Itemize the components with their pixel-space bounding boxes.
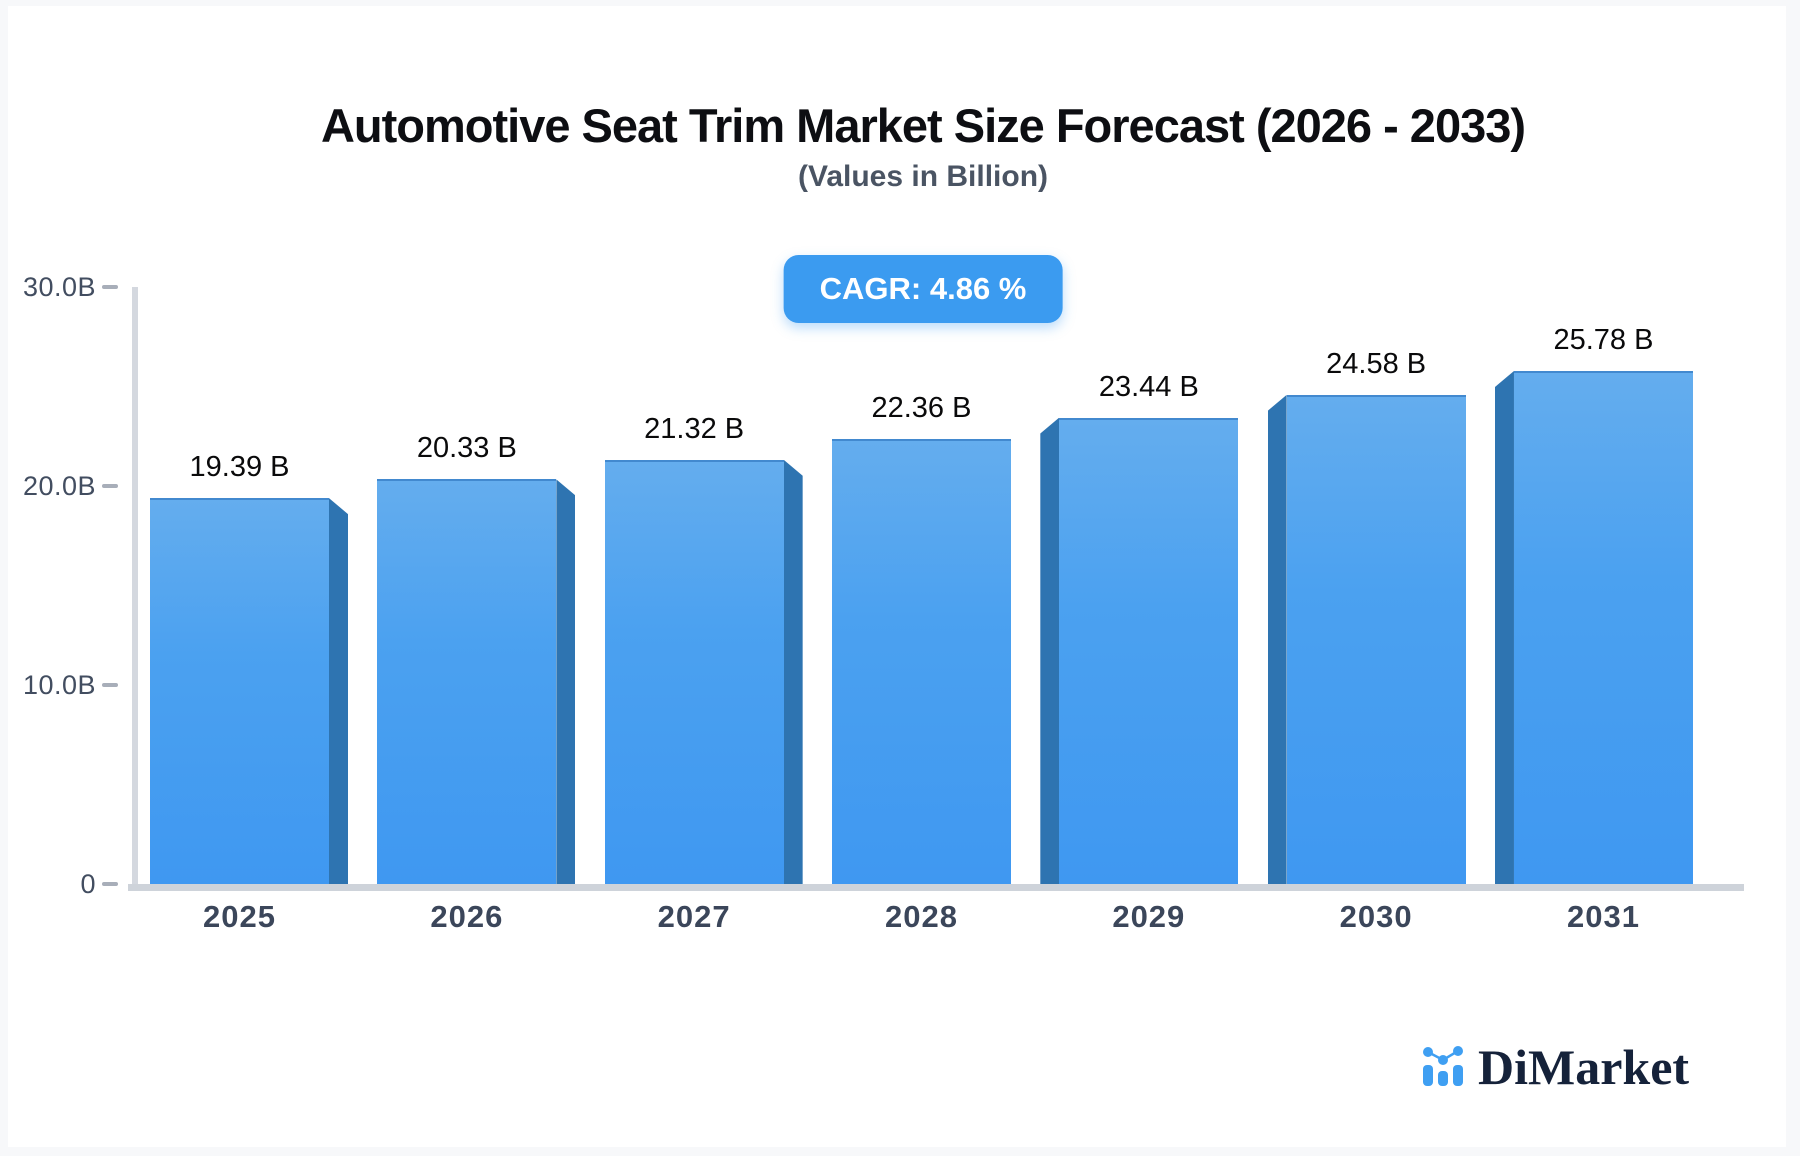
bar-value-label: 23.44 B bbox=[1098, 370, 1199, 403]
x-axis-label-2025: 2025 bbox=[203, 899, 276, 934]
x-axis-label-2031: 2031 bbox=[1566, 899, 1640, 934]
bar-chart-with-trend-dots-icon bbox=[1420, 1040, 1466, 1093]
bar-value-label: 20.33 B bbox=[416, 432, 517, 465]
bar-2029[interactable] bbox=[1059, 417, 1239, 884]
bar-3d-side bbox=[1267, 394, 1287, 884]
bar-value-label: 22.36 B bbox=[871, 392, 972, 425]
bar-value-label: 24.58 B bbox=[1326, 347, 1427, 380]
chart-title: Automotive Seat Trim Market Size Forecas… bbox=[320, 99, 1526, 152]
chart-subtitle: (Values in Billion) bbox=[797, 160, 1049, 193]
bar-3d-side bbox=[329, 498, 348, 884]
x-axis-baseline bbox=[128, 884, 1744, 891]
bar-3d-side bbox=[1494, 370, 1514, 884]
x-axis-label-2027: 2027 bbox=[657, 899, 731, 934]
y-axis-tick-label: 30.0B bbox=[22, 272, 96, 302]
x-axis-label-2028: 2028 bbox=[885, 899, 958, 934]
logo-brand-text: DiMarket bbox=[1478, 1038, 1690, 1095]
bar-3d-side bbox=[556, 479, 576, 884]
y-axis-tick bbox=[102, 285, 118, 289]
y-axis-tick-label: 0 bbox=[80, 869, 96, 899]
y-axis-tick-label: 20.0B bbox=[22, 471, 96, 501]
y-axis-tick bbox=[102, 683, 118, 687]
bar-2026[interactable] bbox=[377, 479, 557, 884]
bar-value-label: 19.39 B bbox=[189, 451, 290, 484]
bar-value-label: 25.78 B bbox=[1553, 323, 1654, 356]
bar-2030[interactable] bbox=[1286, 394, 1466, 884]
bar-3d-side bbox=[1040, 417, 1060, 884]
bar-2027[interactable] bbox=[604, 459, 784, 884]
y-axis-tick-label: 10.0B bbox=[22, 670, 96, 700]
x-axis-label-2030: 2030 bbox=[1339, 899, 1413, 934]
x-axis-label-2026: 2026 bbox=[430, 899, 504, 934]
bar-2028[interactable] bbox=[831, 439, 1011, 884]
bar-value-label: 21.32 B bbox=[644, 412, 745, 445]
dimarket-logo[interactable]: DiMarket bbox=[1420, 1040, 1689, 1093]
y-axis-tick bbox=[102, 484, 118, 488]
bar-2031[interactable] bbox=[1513, 370, 1693, 884]
y-axis-tick bbox=[102, 882, 118, 886]
bar-2025[interactable] bbox=[150, 498, 329, 884]
y-axis-line bbox=[132, 287, 138, 888]
x-axis-label-2029: 2029 bbox=[1112, 899, 1186, 934]
bar-3d-side bbox=[783, 459, 803, 884]
cagr-badge: CAGR: 4.86 % bbox=[783, 255, 1063, 323]
